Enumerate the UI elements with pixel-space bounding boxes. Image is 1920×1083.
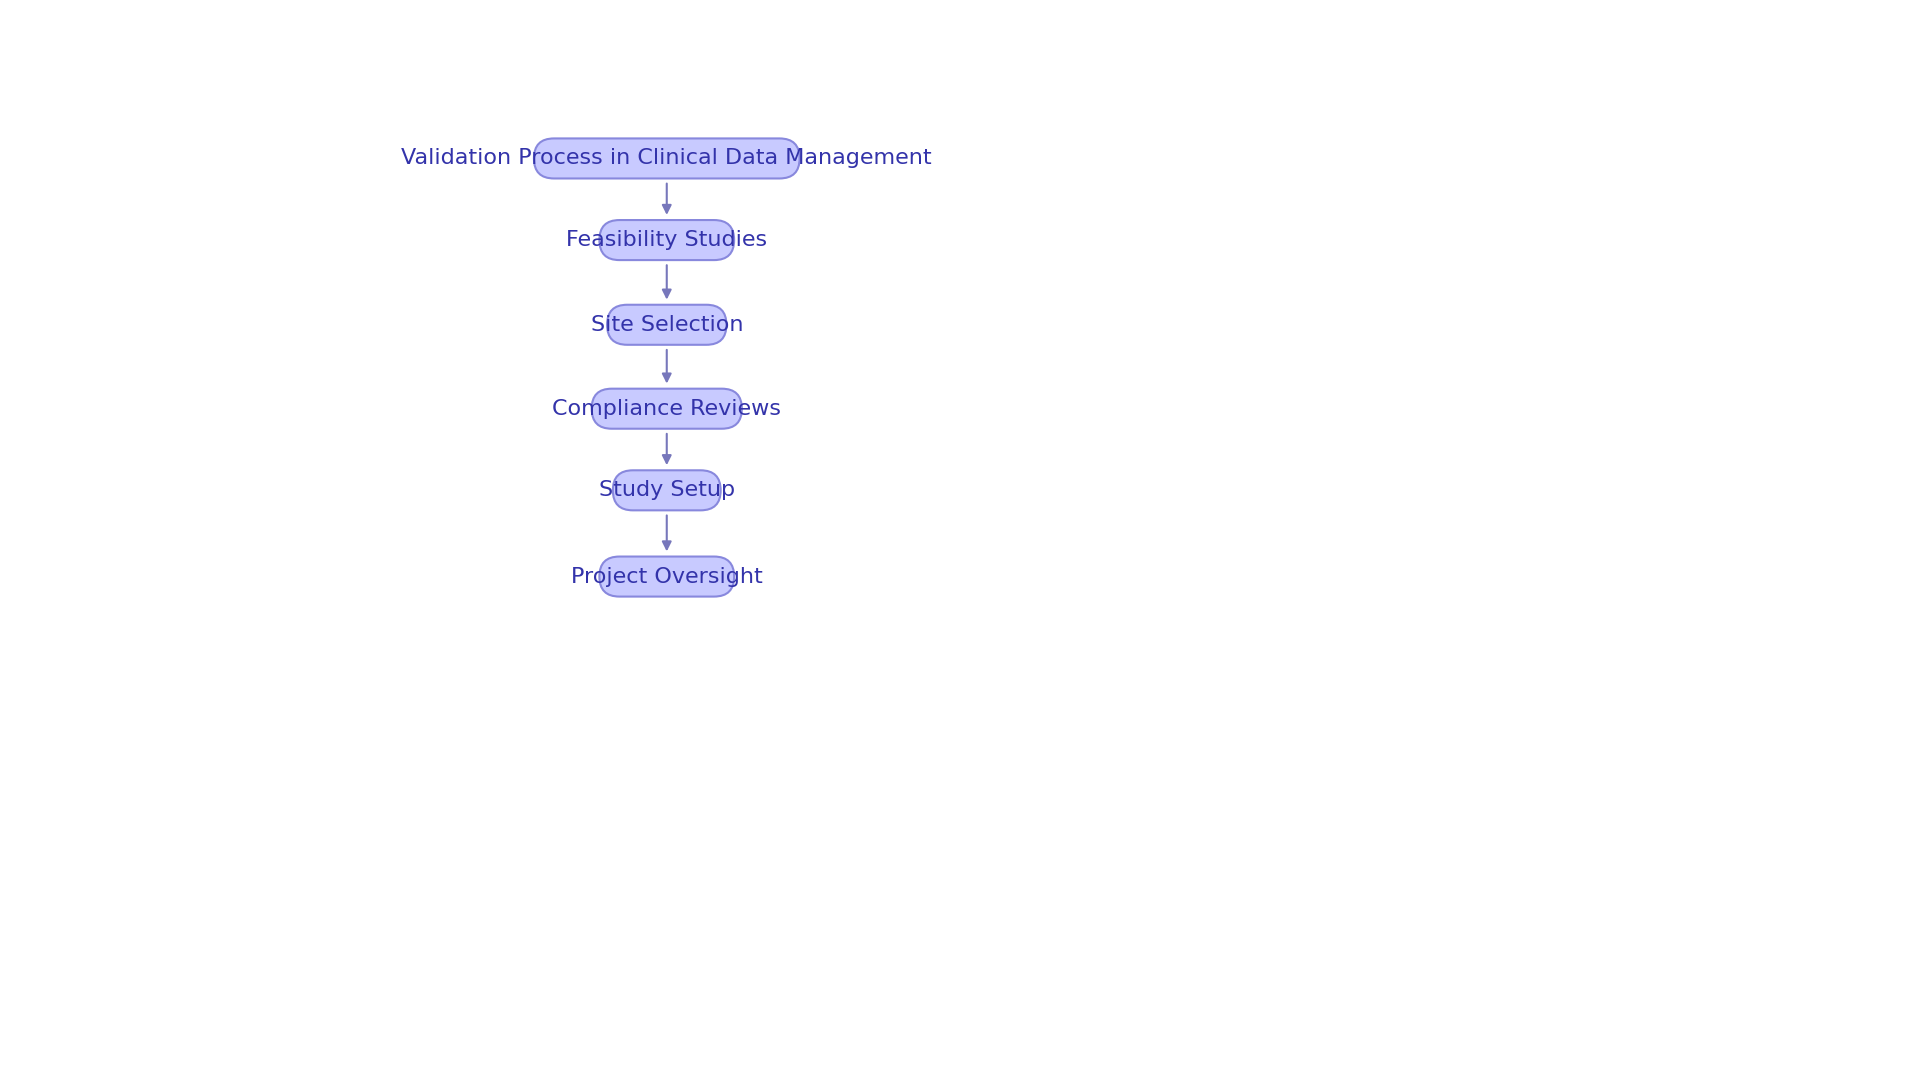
FancyBboxPatch shape xyxy=(612,470,720,510)
Text: Project Oversight: Project Oversight xyxy=(570,566,762,587)
Text: Compliance Reviews: Compliance Reviews xyxy=(553,399,781,419)
FancyBboxPatch shape xyxy=(599,557,733,597)
Text: Validation Process in Clinical Data Management: Validation Process in Clinical Data Mana… xyxy=(401,148,931,169)
FancyBboxPatch shape xyxy=(607,304,726,344)
Text: Feasibility Studies: Feasibility Studies xyxy=(566,230,768,250)
FancyBboxPatch shape xyxy=(534,139,799,179)
FancyBboxPatch shape xyxy=(591,389,741,429)
FancyBboxPatch shape xyxy=(599,220,733,260)
Text: Site Selection: Site Selection xyxy=(591,315,743,335)
Text: Study Setup: Study Setup xyxy=(599,481,735,500)
